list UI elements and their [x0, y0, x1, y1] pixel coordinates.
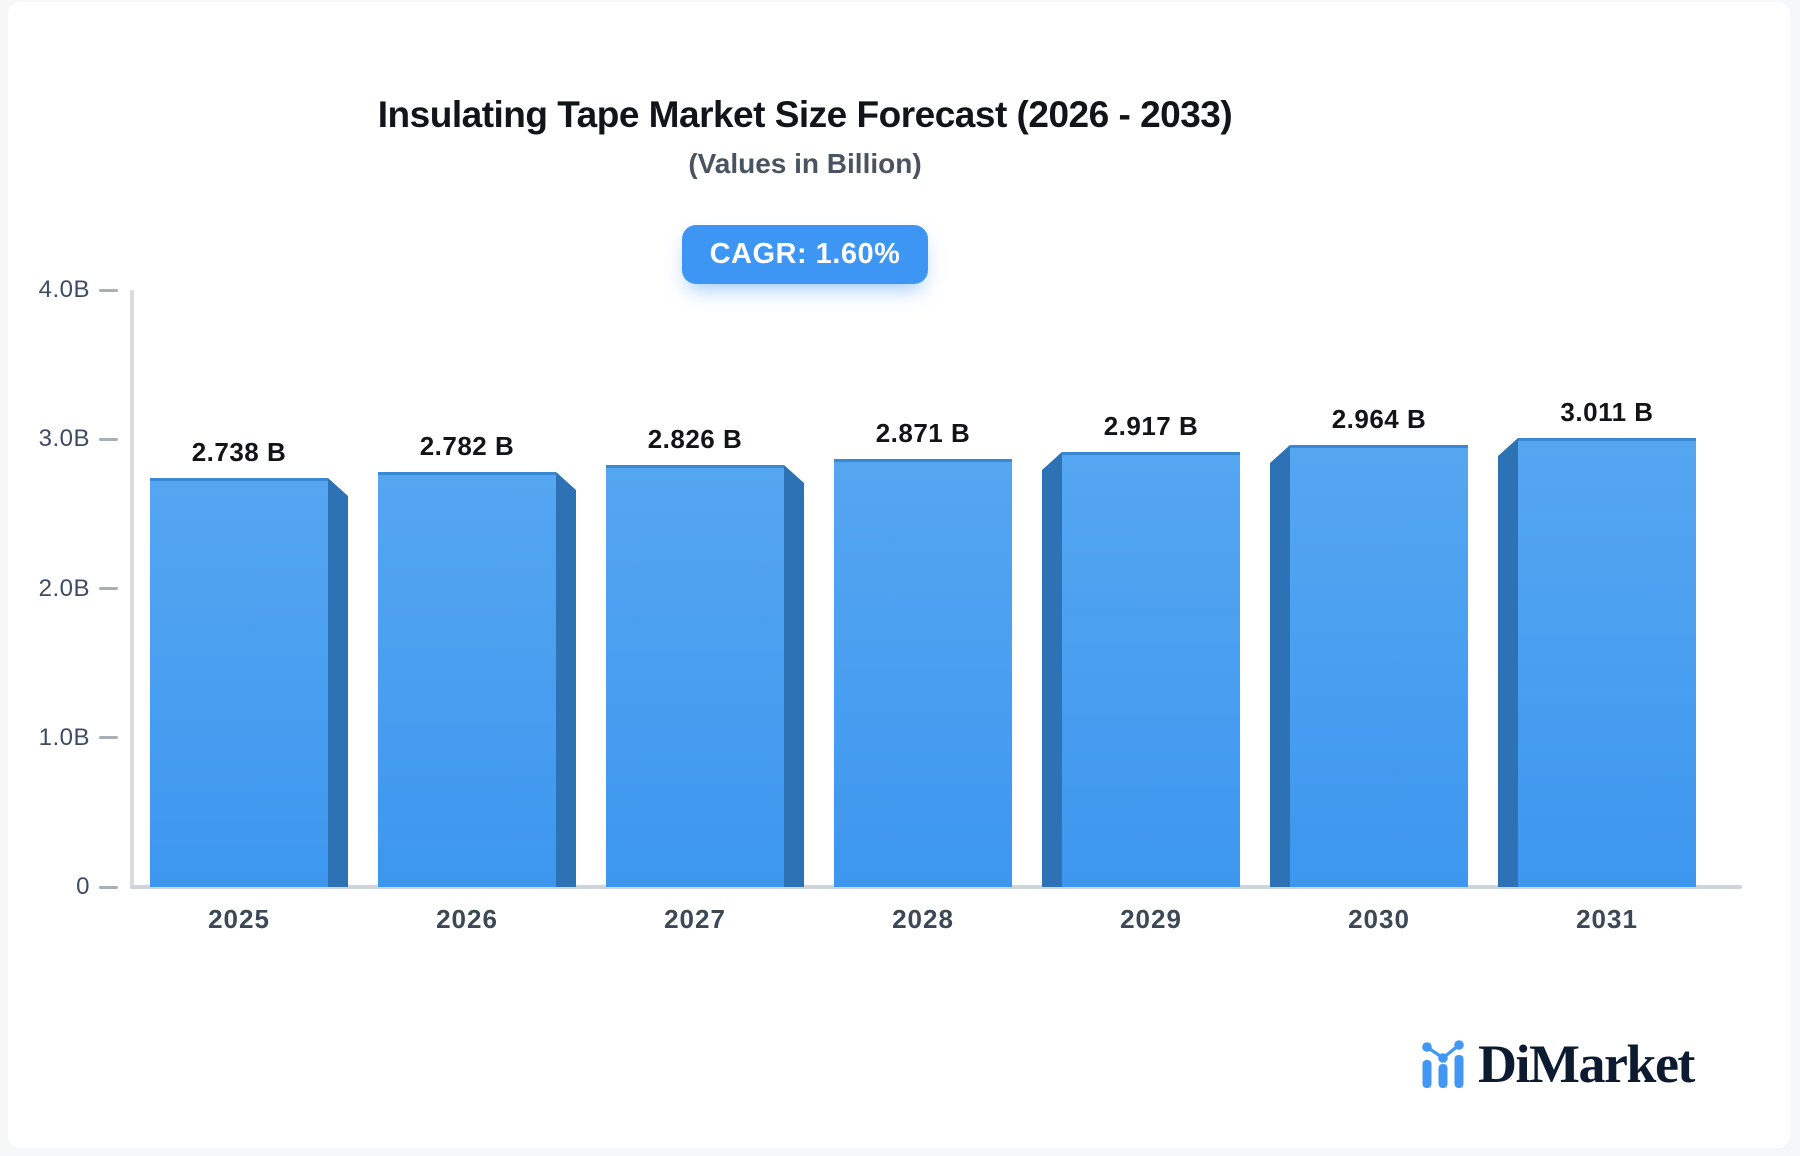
x-axis-baseline — [130, 885, 1742, 889]
y-axis-tick-label: 4.0B — [38, 276, 90, 303]
x-axis-label-2031: 2031 — [1576, 904, 1638, 934]
dimarket-logo: DiMarket — [1420, 1034, 1695, 1094]
chart-title: Insulating Tape Market Size Forecast (20… — [377, 94, 1233, 135]
bar-chart-sparkline-icon — [1422, 1040, 1464, 1088]
bar-value-label: 2.826 B — [647, 424, 743, 454]
bar-side-face-2030 — [1270, 445, 1290, 887]
bar-2025[interactable] — [150, 478, 328, 887]
x-axis-label-2029: 2029 — [1120, 904, 1182, 934]
y-axis-tick-label: 0 — [76, 873, 90, 900]
y-tick-mark — [99, 438, 118, 441]
x-axis-label-2025: 2025 — [208, 904, 270, 934]
x-axis-label-2028: 2028 — [892, 904, 954, 934]
bar-value-label: 2.917 B — [1103, 411, 1199, 441]
logo-text: DiMarket — [1478, 1034, 1695, 1094]
bar-2029[interactable] — [1062, 452, 1240, 887]
bar-2031[interactable] — [1518, 438, 1696, 887]
bar-value-label: 2.871 B — [875, 418, 971, 448]
y-tick-mark — [99, 587, 118, 590]
cagr-badge: CAGR: 1.60% — [681, 225, 929, 284]
bar-2030[interactable] — [1290, 445, 1468, 887]
bar-value-label: 2.738 B — [191, 437, 287, 467]
bar-2027[interactable] — [606, 465, 784, 887]
x-axis-label-2026: 2026 — [436, 904, 498, 934]
bar-2026[interactable] — [378, 472, 556, 887]
bar-side-face-2031 — [1498, 438, 1518, 887]
chart-subtitle: (Values in Billion) — [688, 148, 922, 179]
y-tick-mark — [99, 289, 118, 292]
x-axis-label-2030: 2030 — [1348, 904, 1410, 934]
x-axis-label-2027: 2027 — [664, 904, 726, 934]
y-axis-tick-label: 1.0B — [38, 724, 90, 751]
bar-side-face-2027 — [784, 465, 804, 887]
y-axis-tick-label: 2.0B — [38, 575, 90, 602]
bar-value-label: 3.011 B — [1560, 397, 1654, 427]
bar-2028[interactable] — [834, 459, 1012, 887]
bar-side-face-2025 — [328, 478, 348, 887]
bar-side-face-2029 — [1042, 452, 1062, 887]
bar-value-label: 2.782 B — [419, 431, 515, 461]
y-axis-line — [130, 290, 134, 889]
y-tick-mark — [99, 736, 118, 739]
bar-value-label: 2.964 B — [1331, 404, 1427, 434]
bar-side-face-2026 — [556, 472, 576, 887]
y-tick-mark — [99, 886, 118, 889]
y-axis-tick-label: 3.0B — [38, 425, 90, 452]
